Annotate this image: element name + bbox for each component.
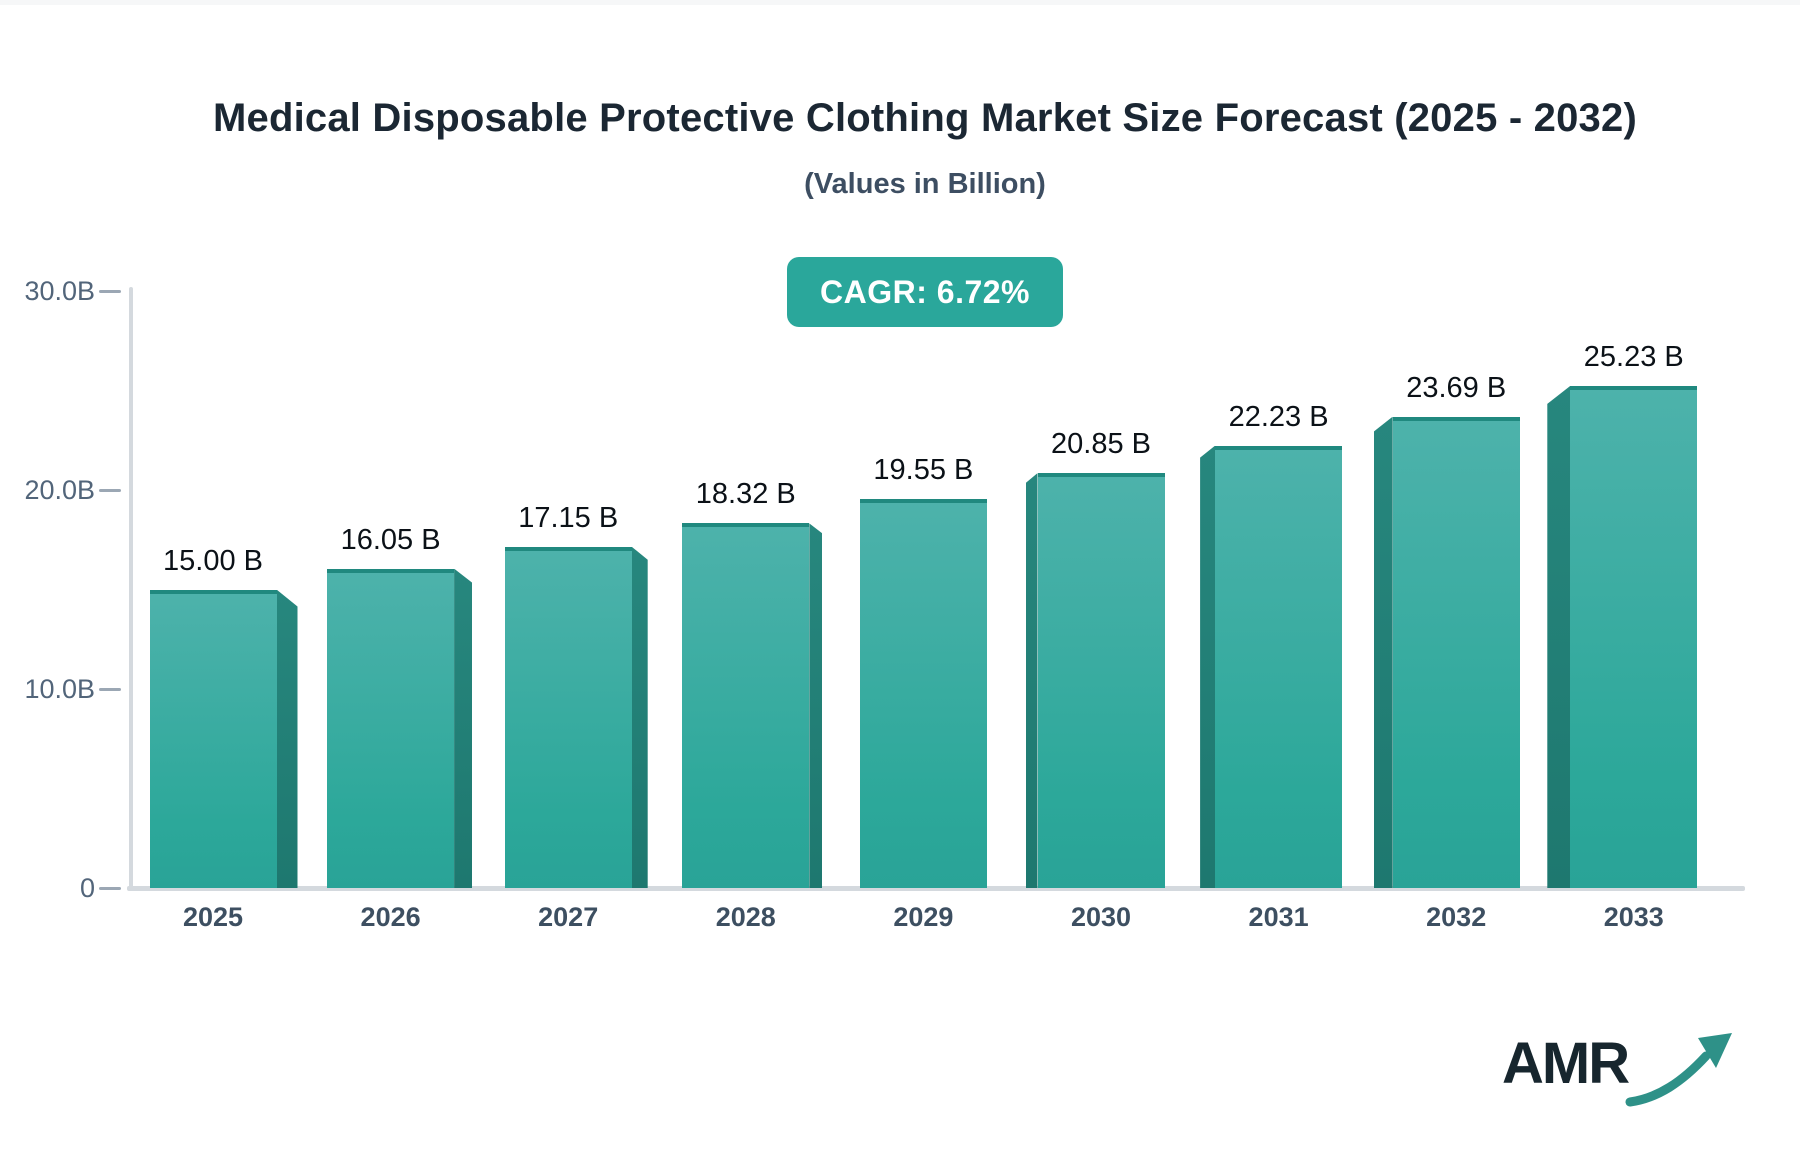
bar-2026 <box>327 568 455 888</box>
bar-2032 <box>1392 416 1520 888</box>
y-tick-mark <box>99 687 121 691</box>
cagr-badge: CAGR: 6.72% <box>787 257 1063 327</box>
y-tick-label: 20.0B <box>24 475 95 505</box>
bar-2030 <box>1037 473 1165 888</box>
y-tick-mark <box>99 488 121 492</box>
bar-side-face <box>454 568 473 888</box>
x-axis-label: 2027 <box>538 902 599 932</box>
bar-value-label: 25.23 B <box>1583 340 1684 373</box>
bar-2033 <box>1570 385 1698 888</box>
top-border <box>0 0 1800 5</box>
bar-2031 <box>1215 445 1343 888</box>
x-axis-label: 2028 <box>715 902 776 932</box>
bar-value-label: 19.55 B <box>873 453 974 486</box>
amr-logo-text: AMR <box>1502 1031 1630 1096</box>
amr-logo: AMR <box>1502 1030 1732 1120</box>
y-tick-label: 10.0B <box>24 674 95 704</box>
bar-side-face <box>631 546 648 888</box>
x-axis-line <box>127 886 1745 891</box>
x-axis-label: 2025 <box>182 902 244 932</box>
x-axis-label: 2029 <box>893 902 954 932</box>
bar-value-label: 18.32 B <box>695 478 796 511</box>
bar-2029 <box>859 498 987 888</box>
bar-2025 <box>149 589 277 888</box>
y-axis-line <box>129 287 133 889</box>
bar-value-label: 23.69 B <box>1406 371 1507 404</box>
y-tick-label: 30.0B <box>24 276 95 306</box>
bar-value-label: 17.15 B <box>518 501 619 534</box>
x-axis-label: 2031 <box>1248 902 1309 932</box>
y-tick-mark <box>99 289 121 293</box>
bar-value-label: 15.00 B <box>163 544 263 577</box>
bar-side-face <box>1025 473 1038 888</box>
y-tick-label: 0 <box>79 873 95 903</box>
bar-2027 <box>504 546 632 888</box>
x-axis-label: 2033 <box>1603 902 1664 932</box>
bar-side-face <box>276 589 298 888</box>
growth-arrow-icon <box>1625 1033 1732 1107</box>
bar-value-label: 16.05 B <box>340 523 441 556</box>
y-tick-mark <box>99 886 121 890</box>
bar-2028 <box>682 523 810 888</box>
bar-value-label: 20.85 B <box>1051 428 1151 461</box>
x-axis-label: 2030 <box>1070 902 1132 932</box>
page-subtitle: (Values in Billion) <box>804 168 1046 200</box>
bar-side-face <box>809 523 823 888</box>
bar-side-face <box>1547 385 1571 888</box>
bar-value-label: 22.23 B <box>1228 400 1329 433</box>
x-axis-label: 2026 <box>360 902 421 932</box>
bar-side-face <box>1373 416 1393 888</box>
x-axis-label: 2032 <box>1426 902 1487 932</box>
page-title: Medical Disposable Protective Clothing M… <box>213 96 1637 140</box>
bar-side-face <box>1200 445 1216 888</box>
